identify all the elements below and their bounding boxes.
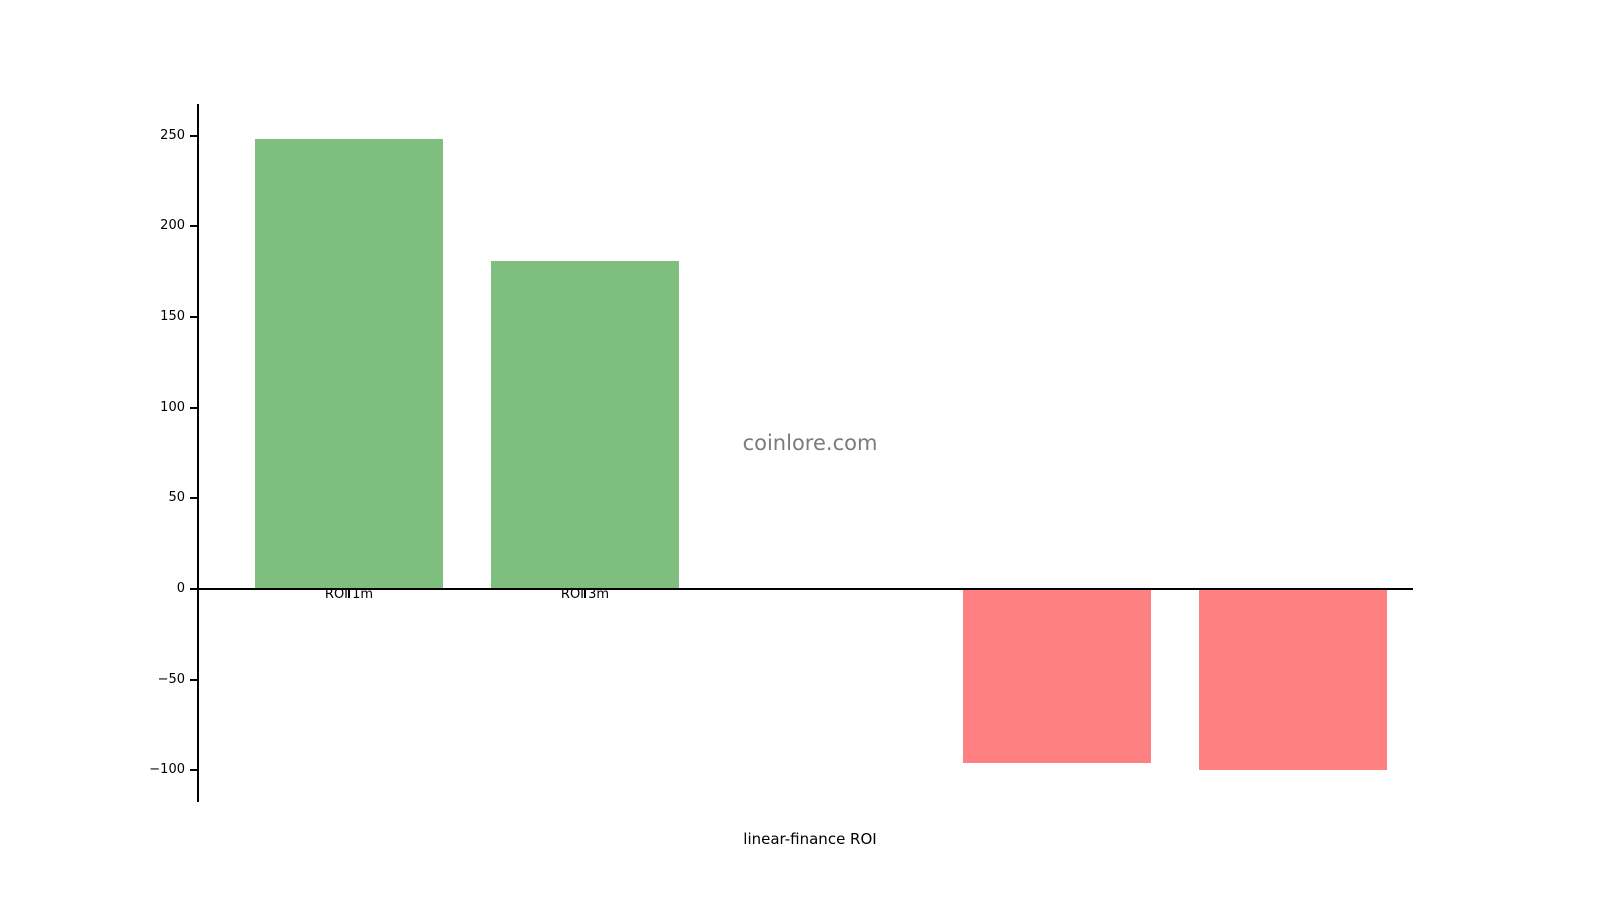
coinlore-watermark: coinlore.com	[742, 431, 878, 455]
y-tick-100	[190, 406, 197, 409]
y-axis-spine	[197, 104, 199, 802]
y-tick-50	[190, 497, 197, 500]
bar-roi-3m	[491, 260, 679, 589]
y-tick-label-0: 0	[176, 581, 185, 596]
y-tick-250	[190, 134, 197, 137]
y-tick-label-200: 200	[160, 218, 185, 234]
bar-roi-1m	[255, 139, 443, 589]
y-tick--50	[190, 678, 197, 681]
x-tick-roi-3m	[584, 589, 586, 598]
y-tick-200	[190, 225, 197, 228]
x-tick-label-roi-1m: ROI 1m	[324, 587, 374, 602]
chart-title: linear-finance ROI	[743, 830, 877, 848]
x-tick-label-roi-3m: ROI 3m	[560, 587, 610, 602]
y-tick-label--50: −50	[157, 671, 185, 687]
y-tick--100	[190, 769, 197, 772]
y-tick-label-100: 100	[160, 399, 185, 415]
x-axis-line	[199, 588, 1413, 590]
y-tick-label--100: −100	[149, 762, 185, 778]
x-tick-roi-1m	[348, 589, 350, 598]
y-tick-label-250: 250	[160, 127, 185, 143]
y-tick-150	[190, 316, 197, 318]
bar-slot-4	[1199, 589, 1387, 771]
y-tick-label-50: 50	[168, 490, 185, 506]
bar-slot-3	[963, 589, 1151, 763]
y-tick-label-150: 150	[160, 309, 185, 324]
y-tick-0	[190, 588, 197, 590]
